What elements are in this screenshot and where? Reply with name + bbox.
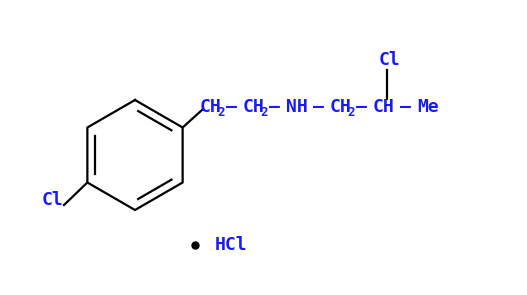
Text: —: —: [313, 98, 324, 116]
Text: CH: CH: [330, 98, 352, 116]
Text: Cl: Cl: [42, 191, 64, 209]
Text: —: —: [269, 98, 280, 116]
Text: CH: CH: [373, 98, 395, 116]
Text: HCl: HCl: [215, 236, 248, 254]
Text: 2: 2: [260, 106, 268, 119]
Text: —: —: [356, 98, 367, 116]
Text: —: —: [400, 98, 411, 116]
Text: CH: CH: [200, 98, 222, 116]
Text: 2: 2: [217, 106, 225, 119]
Text: Cl: Cl: [379, 51, 401, 69]
Text: Me: Me: [417, 98, 439, 116]
Text: NH: NH: [286, 98, 308, 116]
Text: 2: 2: [347, 106, 355, 119]
Text: CH: CH: [243, 98, 265, 116]
Text: —: —: [226, 98, 237, 116]
